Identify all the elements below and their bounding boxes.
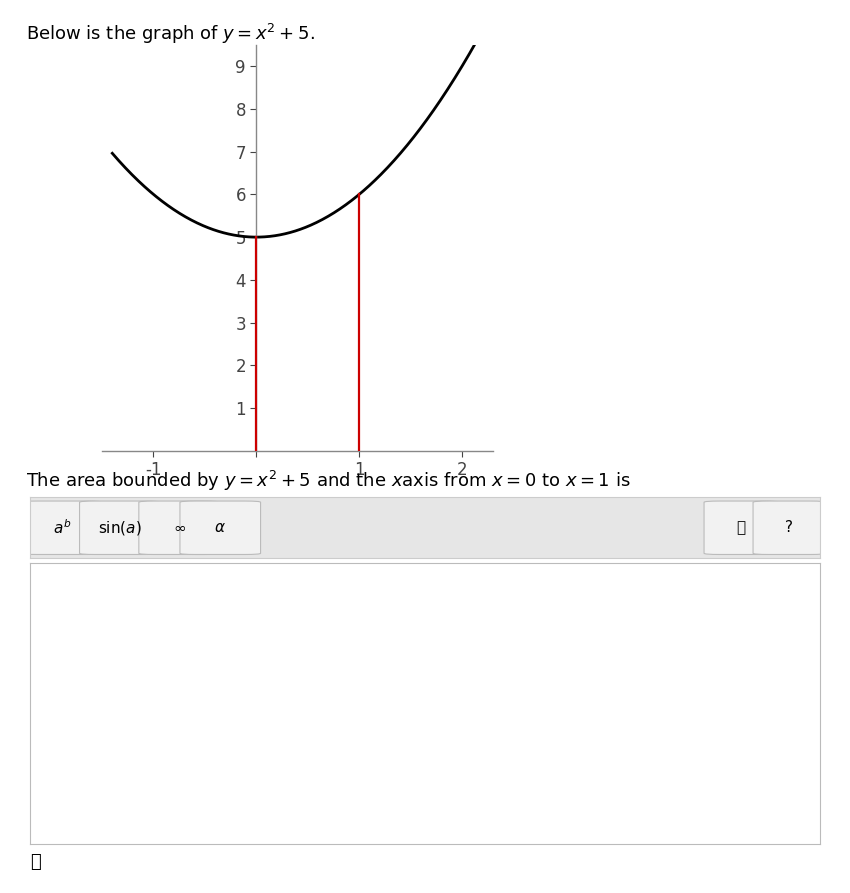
Text: The area bounded by $y = x^2 + 5$ and the $x$axis from $x = 0$ to $x = 1$ is: The area bounded by $y = x^2 + 5$ and th… xyxy=(26,469,630,493)
Text: $\sin(a)$: $\sin(a)$ xyxy=(98,519,142,537)
FancyBboxPatch shape xyxy=(704,501,779,555)
Text: ?: ? xyxy=(785,521,793,535)
FancyBboxPatch shape xyxy=(22,501,103,555)
FancyBboxPatch shape xyxy=(80,501,160,555)
FancyBboxPatch shape xyxy=(753,501,826,555)
Text: $a^b$: $a^b$ xyxy=(53,519,71,537)
Text: Below is the graph of $y = x^2 + 5$.: Below is the graph of $y = x^2 + 5$. xyxy=(26,22,314,46)
Text: 🗑: 🗑 xyxy=(737,521,745,535)
Text: 📄: 📄 xyxy=(30,853,41,871)
FancyBboxPatch shape xyxy=(180,501,261,555)
Text: $\infty$: $\infty$ xyxy=(173,521,185,535)
Text: $\alpha$: $\alpha$ xyxy=(214,521,226,535)
FancyBboxPatch shape xyxy=(139,501,219,555)
